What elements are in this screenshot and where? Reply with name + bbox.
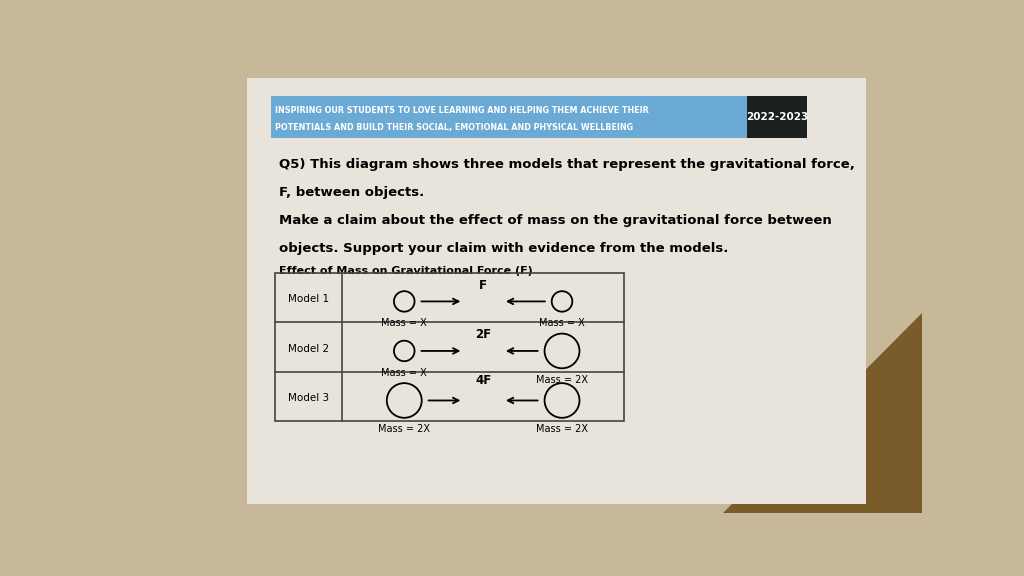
Text: F, between objects.: F, between objects.	[279, 186, 424, 199]
FancyBboxPatch shape	[247, 78, 866, 504]
Text: Mass = X: Mass = X	[381, 319, 427, 328]
Text: Mass = 2X: Mass = 2X	[536, 425, 588, 434]
Text: Mass = X: Mass = X	[381, 368, 427, 378]
Text: POTENTIALS AND BUILD THEIR SOCIAL, EMOTIONAL AND PHYSICAL WELLBEING: POTENTIALS AND BUILD THEIR SOCIAL, EMOTI…	[274, 123, 633, 132]
FancyBboxPatch shape	[270, 96, 748, 138]
Text: Mass = 2X: Mass = 2X	[536, 375, 588, 385]
Polygon shape	[723, 313, 922, 513]
Text: INSPIRING OUR STUDENTS TO LOVE LEARNING AND HELPING THEM ACHIEVE THEIR: INSPIRING OUR STUDENTS TO LOVE LEARNING …	[274, 106, 648, 115]
Text: Model 3: Model 3	[288, 393, 329, 403]
Text: 2022-2023: 2022-2023	[745, 112, 808, 122]
Text: Make a claim about the effect of mass on the gravitational force between: Make a claim about the effect of mass on…	[279, 214, 831, 227]
Text: 2F: 2F	[475, 328, 492, 342]
Text: Effect of Mass on Gravitational Force (F): Effect of Mass on Gravitational Force (F…	[279, 266, 532, 276]
Text: Mass = 2X: Mass = 2X	[378, 425, 430, 434]
Text: Mass = X: Mass = X	[540, 319, 585, 328]
Text: Model 2: Model 2	[288, 344, 329, 354]
Text: Model 1: Model 1	[288, 294, 329, 304]
Bar	[274, 272, 624, 421]
Text: F: F	[479, 279, 487, 292]
Text: 4F: 4F	[475, 374, 492, 388]
FancyBboxPatch shape	[748, 96, 807, 138]
Text: Q5) This diagram shows three models that represent the gravitational force,: Q5) This diagram shows three models that…	[279, 158, 855, 171]
Text: objects. Support your claim with evidence from the models.: objects. Support your claim with evidenc…	[279, 242, 728, 255]
